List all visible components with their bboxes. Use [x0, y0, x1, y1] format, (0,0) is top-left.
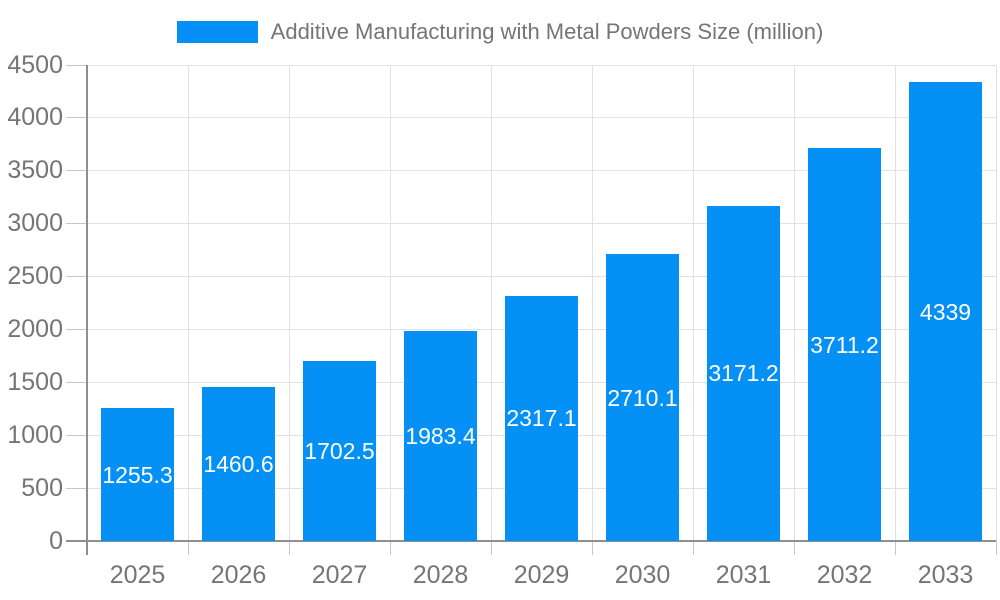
- y-axis-tick-label: 2000: [7, 314, 63, 343]
- bar-2030: [606, 254, 679, 541]
- bar-2025: [101, 408, 174, 541]
- y-axis-tick-label: 3500: [7, 156, 63, 185]
- bar-2026: [202, 386, 275, 541]
- x-axis-tick-label: 2027: [311, 561, 368, 589]
- bar-2029: [505, 295, 578, 541]
- x-gridline: [490, 65, 492, 541]
- bar-2027: [303, 360, 376, 541]
- x-gridline: [793, 65, 795, 541]
- y-gridline: [87, 170, 996, 172]
- y-axis-tick-label: 4500: [7, 50, 63, 79]
- x-gridline: [389, 65, 391, 541]
- y-tick-mark: [66, 64, 87, 66]
- bar-value-label: 3711.2: [810, 331, 879, 358]
- y-tick-mark: [66, 487, 87, 489]
- x-tick-mark: [692, 541, 694, 555]
- y-axis-tick-label: 500: [21, 473, 63, 502]
- y-gridline: [87, 276, 996, 278]
- y-gridline: [87, 223, 996, 225]
- legend-swatch: [176, 21, 258, 43]
- x-gridline: [894, 65, 896, 541]
- x-tick-mark: [187, 541, 189, 555]
- y-gridline: [87, 117, 996, 119]
- bar-2031: [707, 205, 780, 541]
- bar-value-label: 2710.1: [607, 384, 678, 411]
- x-tick-mark: [288, 541, 290, 555]
- y-axis-tick-label: 1000: [7, 420, 63, 449]
- y-tick-mark: [66, 434, 87, 436]
- x-tick-mark: [894, 541, 896, 555]
- y-tick-mark: [66, 328, 87, 330]
- x-gridline: [187, 65, 189, 541]
- y-gridline: [87, 64, 996, 66]
- y-axis-tick-label: 2500: [7, 262, 63, 291]
- x-axis-tick-label: 2028: [412, 561, 469, 589]
- x-axis-tick-label: 2032: [816, 561, 873, 589]
- y-axis-line: [86, 65, 88, 555]
- bar-value-label: 1255.3: [102, 461, 173, 488]
- x-axis-tick-label: 2029: [513, 561, 570, 589]
- y-tick-mark: [66, 223, 87, 225]
- bar-value-label: 3171.2: [708, 360, 779, 387]
- bar-2032: [808, 148, 881, 541]
- x-gridline: [288, 65, 290, 541]
- x-tick-mark: [995, 541, 997, 555]
- x-tick-mark: [490, 541, 492, 555]
- x-tick-mark: [389, 541, 391, 555]
- y-tick-mark: [66, 170, 87, 172]
- x-axis-tick-label: 2031: [715, 561, 772, 589]
- x-axis-tick-label: 2025: [109, 561, 166, 589]
- x-axis-tick-label: 2033: [917, 561, 974, 589]
- y-axis-tick-label: 3000: [7, 209, 63, 238]
- y-axis-tick-label: 4000: [7, 103, 63, 132]
- legend: Additive Manufacturing with Metal Powder…: [0, 18, 1000, 46]
- bar-value-label: 1460.6: [203, 450, 274, 477]
- bar-value-label: 1702.5: [304, 437, 375, 464]
- x-axis-line: [66, 540, 996, 542]
- bar-value-label: 4339: [919, 298, 972, 325]
- y-tick-mark: [66, 276, 87, 278]
- bar-2033: [909, 82, 982, 541]
- legend-title: Additive Manufacturing with Metal Powder…: [270, 19, 824, 44]
- x-tick-mark: [793, 541, 795, 555]
- x-gridline: [591, 65, 593, 541]
- y-tick-mark: [66, 381, 87, 383]
- bar-2028: [404, 331, 477, 541]
- y-tick-mark: [66, 117, 87, 119]
- x-gridline: [692, 65, 694, 541]
- y-axis-tick-label: 1500: [7, 367, 63, 396]
- y-axis-tick-label: 0: [49, 526, 63, 555]
- x-axis-tick-label: 2026: [210, 561, 267, 589]
- bar-value-label: 2317.1: [506, 405, 577, 432]
- x-tick-mark: [591, 541, 593, 555]
- x-gridline: [995, 65, 997, 541]
- x-axis-tick-label: 2030: [614, 561, 671, 589]
- bar-value-label: 1983.4: [405, 423, 476, 450]
